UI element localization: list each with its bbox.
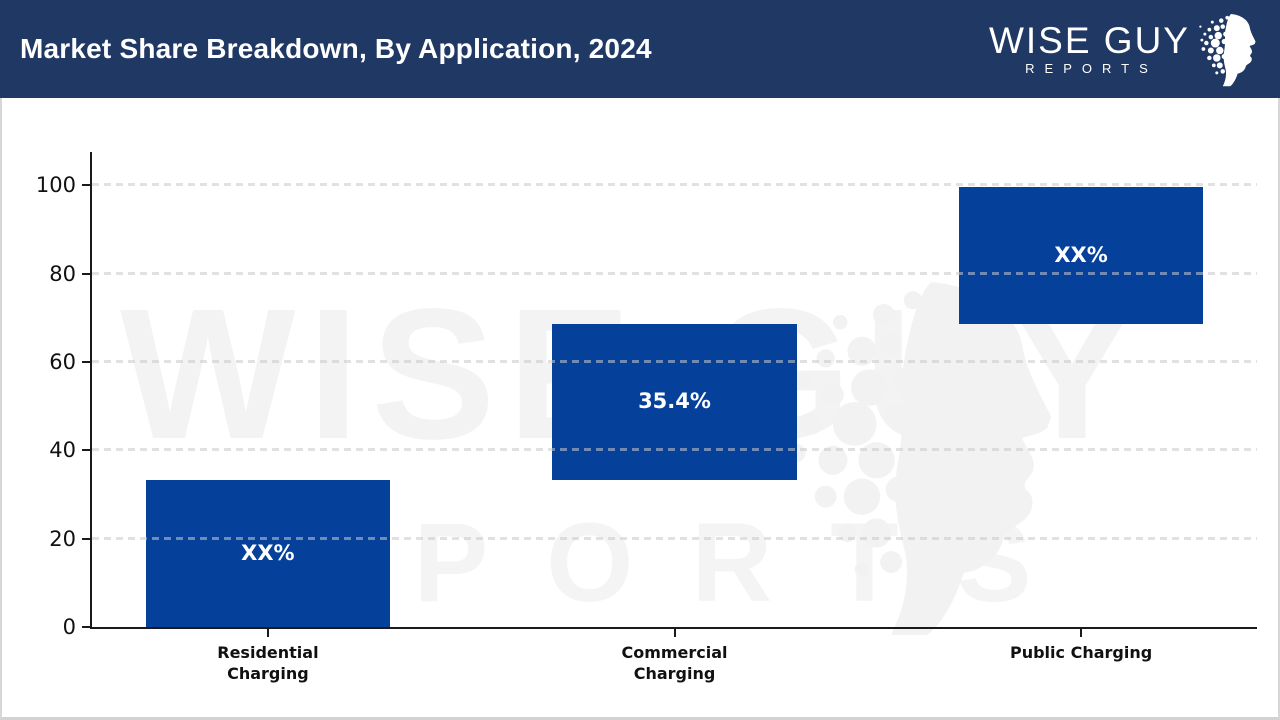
bar-value-label: 35.4% xyxy=(638,389,711,414)
plot-area: 0 20 40 60 80 100 XX% Residential Charging 35.4% C… xyxy=(36,152,1257,683)
logo-text: WISE GUY REPORTS xyxy=(988,19,1190,76)
bar-segment: 35.4% xyxy=(552,323,797,481)
y-tick-label: 100 xyxy=(35,173,76,198)
chart-canvas: WISE GUY REPORTS 020406080100XX%Resident… xyxy=(0,98,1280,720)
gridline xyxy=(92,359,1257,363)
wiseguy-face-icon xyxy=(1184,6,1266,92)
y-axis-tick xyxy=(82,449,90,452)
y-tick-label: 60 xyxy=(49,349,76,374)
y-axis-tick xyxy=(82,184,90,187)
gridline xyxy=(92,448,1257,452)
y-tick-label: 0 xyxy=(62,615,76,639)
bar-segment: XX% xyxy=(958,187,1204,324)
x-axis-tick xyxy=(673,629,676,637)
header: Market Share Breakdown, By Application, … xyxy=(0,0,1280,98)
gridline xyxy=(92,183,1257,187)
bar-segment: XX% xyxy=(145,480,391,627)
page-title: Market Share Breakdown, By Application, … xyxy=(20,33,652,64)
y-axis-tick xyxy=(82,272,90,275)
x-axis-tick xyxy=(1080,629,1083,637)
y-axis-tick xyxy=(82,360,90,363)
y-tick-label: 20 xyxy=(49,526,76,551)
x-tick-label: Residential Charging xyxy=(217,643,319,683)
gridline xyxy=(92,536,1257,540)
x-axis-tick xyxy=(266,629,269,637)
bar-value-label: XX% xyxy=(241,540,295,565)
logo-subtitle: REPORTS xyxy=(1025,60,1158,76)
x-tick-label: Public Charging xyxy=(1009,643,1153,662)
y-axis-tick xyxy=(82,537,90,540)
y-tick-label: 80 xyxy=(49,261,76,286)
logo-brand: WISE GUY xyxy=(988,19,1190,61)
x-tick-label: Commercial Charging xyxy=(621,643,728,683)
y-tick-label: 40 xyxy=(49,438,76,463)
wiseguy-logo: WISE GUY REPORTS xyxy=(989,6,1280,92)
y-axis-tick xyxy=(82,626,90,628)
bar-value-label: XX% xyxy=(1054,242,1108,267)
gridline xyxy=(92,271,1257,275)
